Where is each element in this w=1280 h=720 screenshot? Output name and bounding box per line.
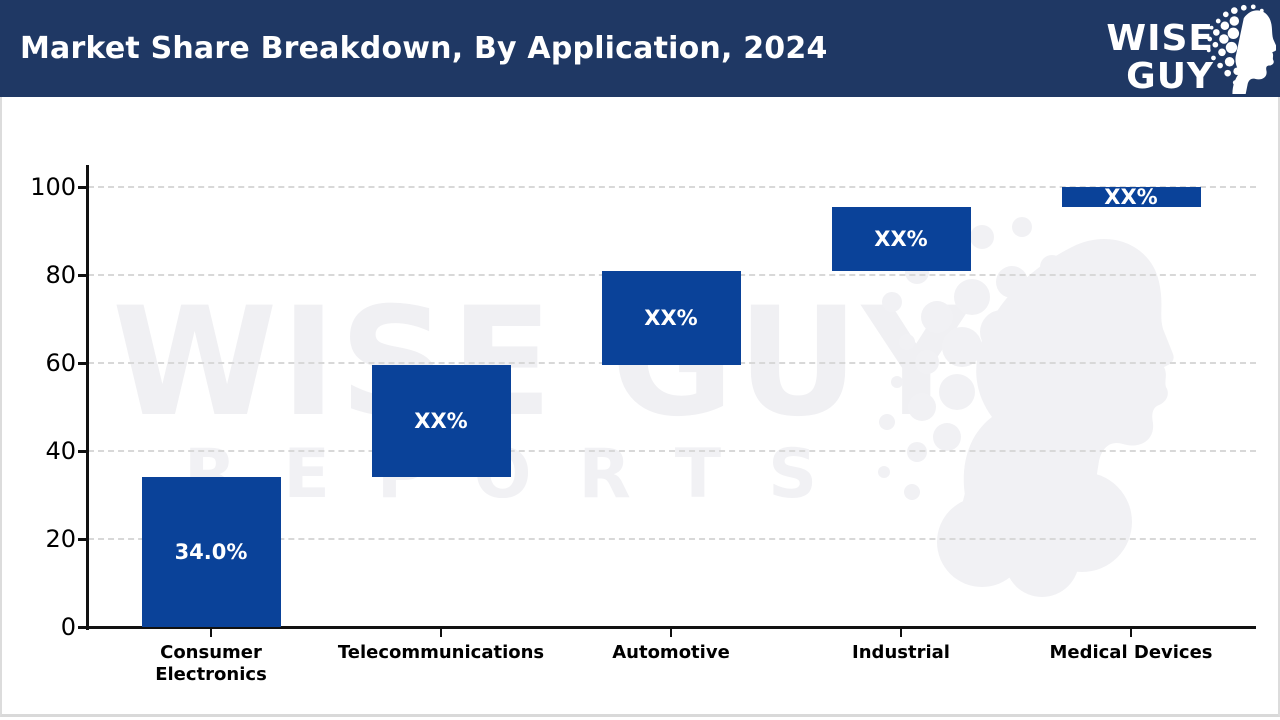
y-tick-label: 20 (45, 525, 76, 553)
watermark-head-icon (878, 217, 1174, 597)
x-tick-label: Telecommunications (326, 642, 556, 664)
y-tick-mark (78, 450, 86, 453)
bar-value-label: XX% (644, 305, 698, 330)
x-axis-line (86, 626, 1256, 629)
x-tick-label: Consumer Electronics (96, 642, 326, 686)
x-tick-mark (669, 629, 673, 637)
x-tick-label-line: Medical Devices (1049, 642, 1213, 663)
brand-logo-text: WISE GUY REPORTS (1030, 20, 1214, 113)
x-tick-mark (899, 629, 903, 637)
bar-value-label: XX% (414, 409, 468, 434)
gridline-40 (88, 450, 1256, 452)
brand-name: WISE GUY (1106, 18, 1214, 97)
bar-consumer-electronics (141, 477, 281, 627)
x-tick-label-line: Consumer (160, 642, 262, 663)
y-tick-mark (78, 274, 86, 277)
x-tick-label-line: Industrial (852, 642, 950, 663)
y-tick-label: 100 (30, 173, 76, 201)
x-tick-mark (1129, 629, 1133, 637)
y-tick-mark (78, 362, 86, 365)
header-bar: Market Share Breakdown, By Application, … (0, 0, 1280, 112)
page-title: Market Share Breakdown, By Application, … (20, 31, 828, 66)
x-tick-label-line: Automotive (612, 642, 730, 663)
brand-head-icon (1206, 4, 1276, 94)
bar-telecommunications (371, 365, 511, 478)
gridline-20 (88, 538, 1256, 540)
y-tick-label: 60 (45, 349, 76, 377)
bar-value-label: 34.0% (174, 540, 248, 565)
brand-logo: WISE GUY REPORTS (1030, 0, 1280, 112)
y-tick-mark (78, 626, 86, 629)
y-tick-mark (78, 538, 86, 541)
y-tick-label: 80 (45, 261, 76, 289)
y-tick-label: 40 (45, 437, 76, 465)
gridline-100 (88, 186, 1256, 188)
x-tick-mark (439, 629, 443, 637)
x-tick-label: Industrial (786, 642, 1016, 664)
x-tick-label-line: Electronics (155, 664, 267, 685)
y-tick-label: 0 (60, 613, 76, 641)
x-tick-label: Medical Devices (1016, 642, 1246, 664)
y-axis-line (86, 165, 89, 630)
bar-medical-devices (1061, 187, 1201, 207)
x-tick-label: Automotive (556, 642, 786, 664)
bar-industrial (831, 206, 971, 271)
bar-value-label: XX% (874, 226, 928, 251)
y-tick-mark (78, 186, 86, 189)
brand-subname: REPORTS (1085, 97, 1226, 112)
x-tick-mark (209, 629, 213, 637)
bar-value-label: XX% (1104, 184, 1158, 209)
bar-automotive (601, 270, 741, 366)
x-tick-label-line: Telecommunications (337, 642, 545, 663)
